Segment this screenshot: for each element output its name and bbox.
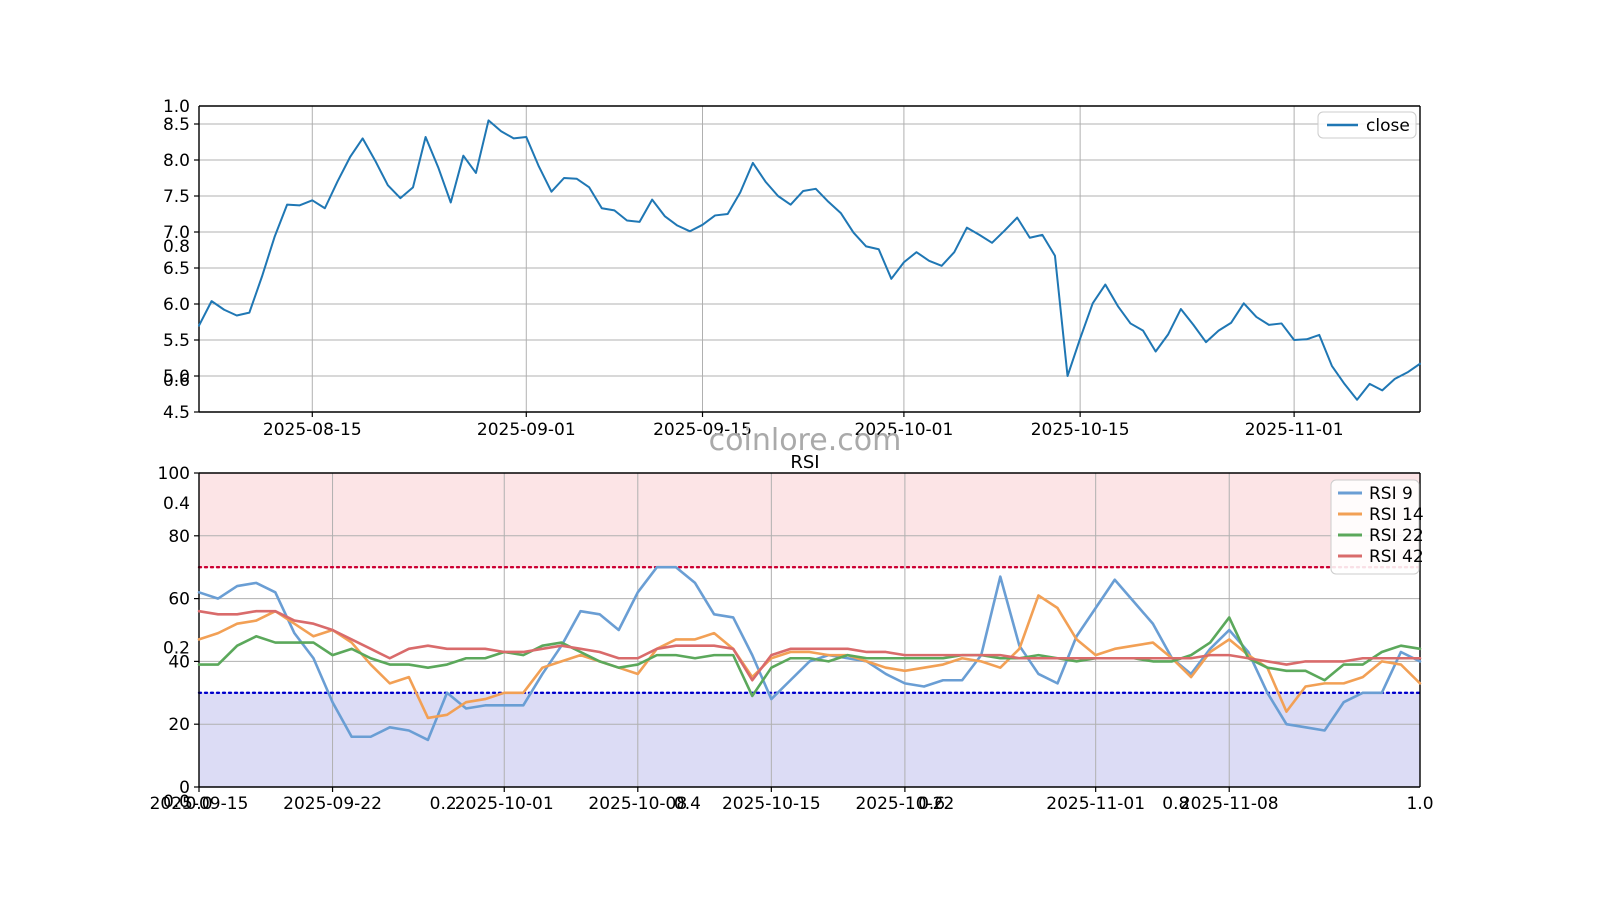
rsi-x-tick-label: 2025-10-08 xyxy=(588,794,687,814)
price-x-tick-label: 2025-10-01 xyxy=(855,420,954,440)
rsi-band-overbought xyxy=(199,473,1420,568)
rsi-x-overlay-tick-label: 0.0 xyxy=(185,794,212,814)
rsi-band-oversold xyxy=(199,692,1420,787)
rsi-legend-box xyxy=(1330,479,1420,575)
price-x-tick-label: 2025-10-15 xyxy=(1031,420,1130,440)
rsi-y-tick-label: 100 xyxy=(158,464,190,484)
rsi-legend-label-rsi-9: RSI 9 xyxy=(1369,484,1413,504)
price-y-overlay-tick-label: 0.8 xyxy=(163,237,190,257)
price-close-line xyxy=(198,119,1421,401)
rsi-line-rsi-42 xyxy=(197,609,1422,682)
price-y-tick-label: 7.5 xyxy=(163,187,190,207)
price-chart-panel: 4.5 5.0 5.5 6.0 6.5 7.0 7.5 8.0 8.5 0.6 0.8 1.0 2025… xyxy=(163,97,1421,440)
rsi-y-tick-label: 0 xyxy=(179,778,190,798)
price-x-tick-label: 2025-11-01 xyxy=(1245,420,1344,440)
rsi-x-overlay-tick-label: 0.2 xyxy=(430,794,457,814)
rsi-y-overlay-tick-label: 0.4 xyxy=(163,494,190,514)
rsi-x-tick-label: 2025-10-01 xyxy=(455,794,554,814)
price-y-tick-label: 5.5 xyxy=(163,331,190,351)
coinlore-watermark: coinlore.com xyxy=(709,423,902,458)
rsi-line-rsi-9 xyxy=(197,565,1422,742)
rsi-x-tick-label: 2025-10-15 xyxy=(722,794,821,814)
price-y-overlay-tick-label: 1.0 xyxy=(163,97,190,117)
price-y-overlay-tick-label: 0.6 xyxy=(163,371,190,391)
price-legend-label-close: close xyxy=(1366,116,1410,136)
rsi-x-tick-label: 2025-09-15 xyxy=(150,794,249,814)
rsi-legend-label-rsi-14: RSI 14 xyxy=(1369,505,1424,525)
rsi-line-rsi-14 xyxy=(197,594,1422,720)
rsi-x-overlay-tick-label: 1.0 xyxy=(1406,794,1433,814)
price-x-tick-label: 2025-09-15 xyxy=(653,420,752,440)
rsi-x-overlay-tick-label: 0.4 xyxy=(674,794,701,814)
price-x-tick-label: 2025-08-15 xyxy=(263,420,362,440)
rsi-x-overlay-tick-label: 0.8 xyxy=(1162,794,1189,814)
rsi-legend-label-rsi-22: RSI 22 xyxy=(1369,526,1424,546)
price-y-tick-label: 4.5 xyxy=(163,403,190,423)
rsi-y-tick-label: 80 xyxy=(168,527,190,547)
rsi-x-tick-label: 2025-09-22 xyxy=(283,794,382,814)
rsi-x-overlay-tick-label: 0.6 xyxy=(918,794,945,814)
rsi-x-tick-label: 2025-11-01 xyxy=(1046,794,1145,814)
rsi-y-tick-label: 20 xyxy=(168,715,190,735)
rsi-y-tick-label: 40 xyxy=(168,652,190,672)
rsi-y-overlay-tick-label: 0.2 xyxy=(163,638,190,658)
price-y-tick-label: 6.5 xyxy=(163,259,190,279)
rsi-y-tick-label: 60 xyxy=(168,590,190,610)
price-y-tick-label: 8.5 xyxy=(163,115,190,135)
price-y-tick-label: 7.0 xyxy=(163,223,190,243)
rsi-y-overlay-tick-label: 0.0 xyxy=(163,792,190,812)
rsi-chart-panel: 0 20 40 60 80 100 0.0 0.2 0.4 2025-09-15 2025-09-2… xyxy=(150,452,1434,814)
rsi-legend-label-rsi-42: RSI 42 xyxy=(1369,547,1424,567)
price-y-tick-label: 8.0 xyxy=(163,151,190,171)
price-y-tick-label: 5.0 xyxy=(163,367,190,387)
price-legend-box xyxy=(1317,111,1417,139)
rsi-x-tick-label: 2025-11-08 xyxy=(1180,794,1279,814)
rsi-chart-title: RSI xyxy=(790,452,819,473)
rsi-line-rsi-22 xyxy=(197,616,1422,698)
price-x-tick-label: 2025-09-01 xyxy=(477,420,576,440)
rsi-x-tick-label: 2025-10-22 xyxy=(855,794,954,814)
price-y-tick-label: 6.0 xyxy=(163,295,190,315)
